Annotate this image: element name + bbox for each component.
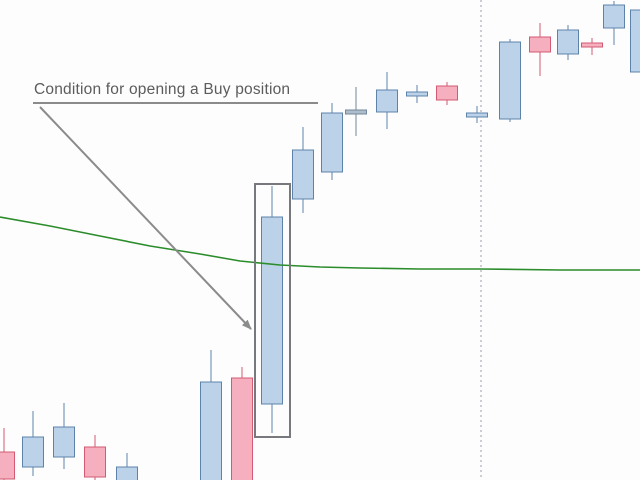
candle-body xyxy=(603,4,625,29)
moving-average-line xyxy=(0,216,640,271)
candle-body xyxy=(321,112,343,173)
candle-body xyxy=(292,149,314,200)
candle-body xyxy=(0,451,15,480)
candle-body xyxy=(53,426,75,458)
candle-body xyxy=(557,29,579,55)
candle-body xyxy=(231,377,253,480)
candle-body xyxy=(499,41,521,120)
candle-body xyxy=(466,112,488,118)
candle-body xyxy=(630,9,640,73)
candle-body xyxy=(345,109,367,115)
annotation-arrow xyxy=(39,106,252,330)
signal-candle-body xyxy=(261,216,283,405)
candle-body xyxy=(376,89,398,113)
candle-body xyxy=(436,85,458,101)
signal-highlight-box xyxy=(254,183,291,438)
candle-body xyxy=(200,381,222,480)
candle-body xyxy=(84,446,106,478)
candle-body xyxy=(406,91,428,97)
candle-body xyxy=(529,36,551,53)
candle-body xyxy=(22,436,44,468)
candle-body xyxy=(116,466,138,480)
candle-body xyxy=(581,42,603,48)
buy-condition-annotation: Condition for opening a Buy position xyxy=(34,81,291,98)
